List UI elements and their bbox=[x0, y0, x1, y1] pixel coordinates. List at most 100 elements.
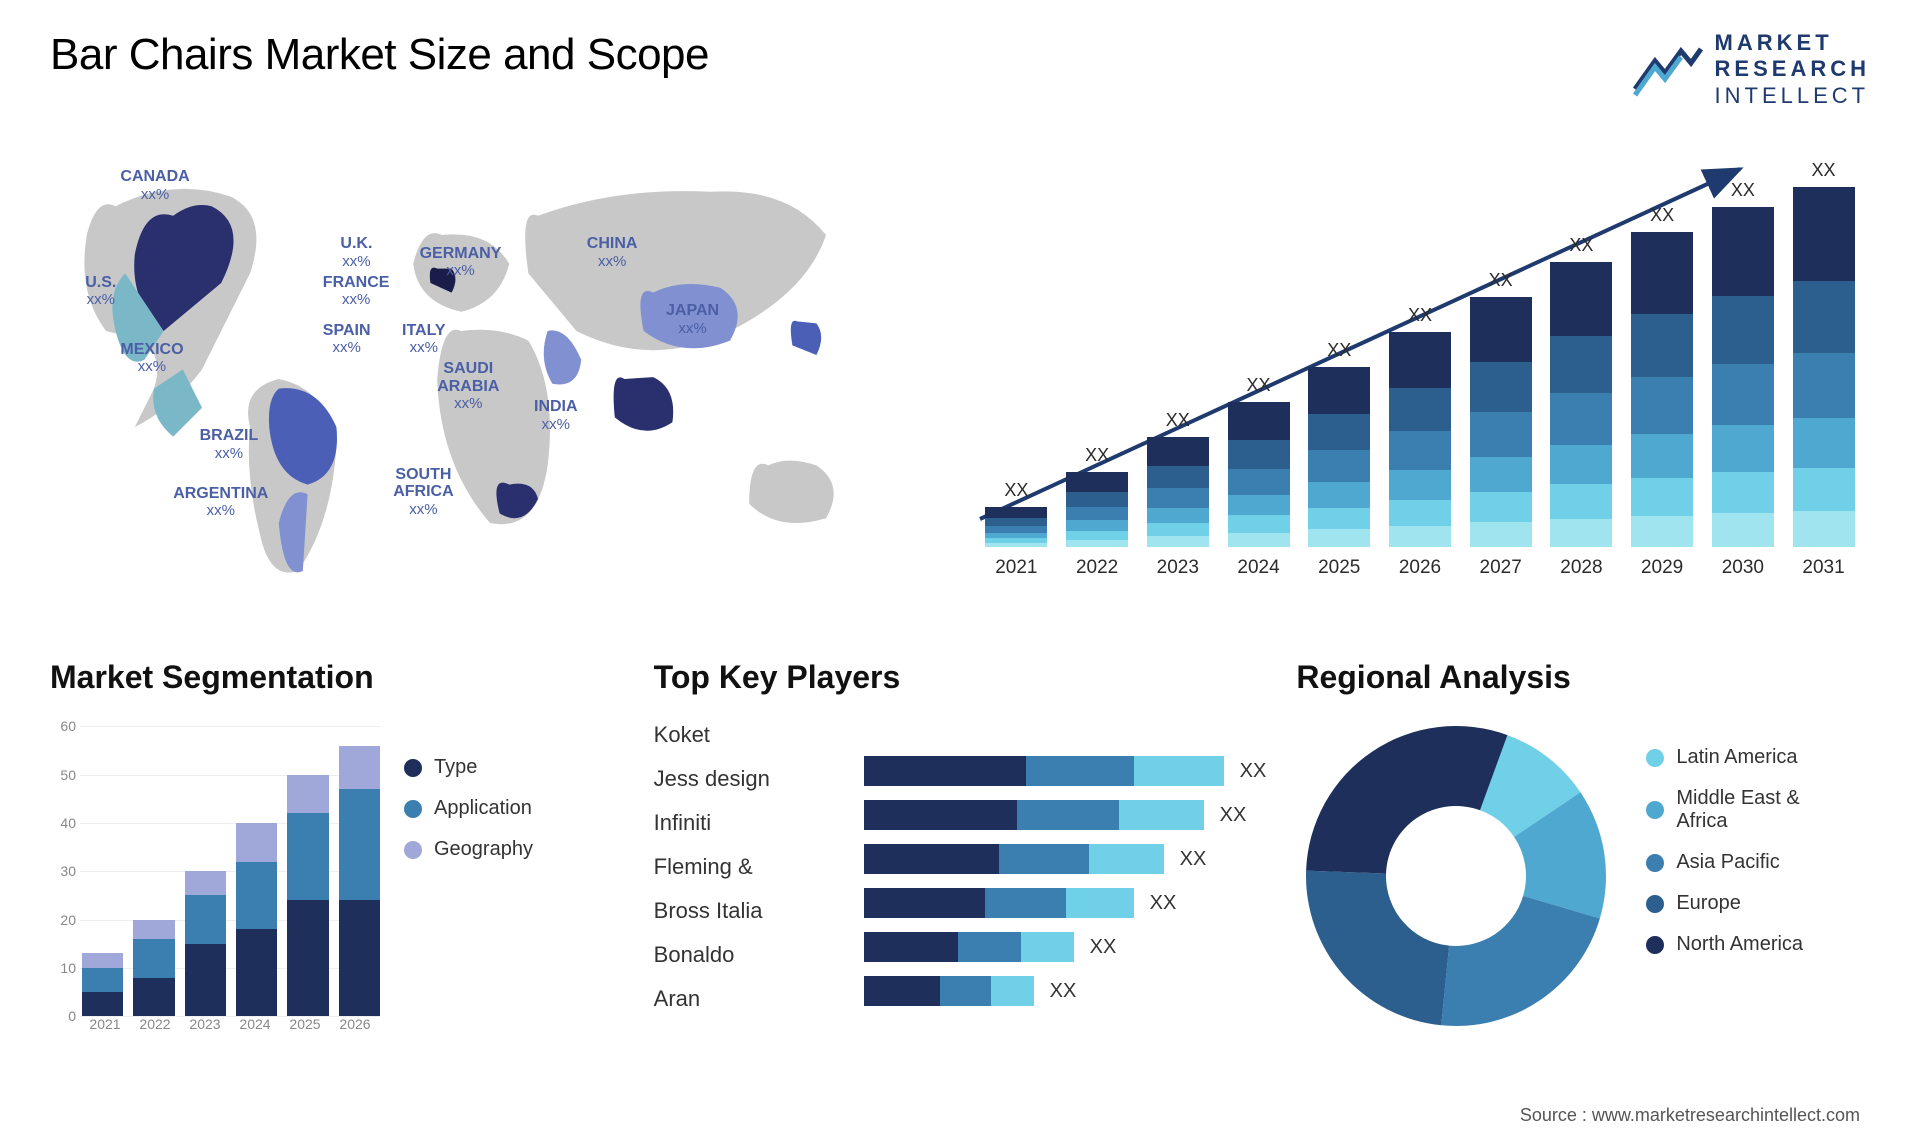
growth-bar-2029: XX2029 bbox=[1631, 205, 1693, 579]
player-value-label: XX bbox=[1090, 936, 1117, 959]
player-name: Bonaldo bbox=[654, 942, 844, 968]
map-label-japan: JAPANxx% bbox=[666, 302, 719, 337]
player-name: Koket bbox=[654, 722, 844, 748]
player-name: Jess design bbox=[654, 766, 844, 792]
map-label-u-s-: U.S.xx% bbox=[85, 274, 116, 309]
map-label-u-k-: U.K.xx% bbox=[340, 235, 372, 270]
segmentation-legend: Type Application Geography bbox=[404, 716, 533, 1046]
legend-item-type: Type bbox=[404, 756, 533, 779]
player-bar-row: XX bbox=[864, 800, 1267, 830]
logo-icon bbox=[1633, 43, 1703, 97]
source-attribution: Source : www.marketresearchintellect.com bbox=[1520, 1105, 1860, 1126]
players-list: Koket Jess design Infiniti Fleming & Bross I… bbox=[654, 716, 844, 1030]
player-value-label: XX bbox=[1240, 760, 1267, 783]
donut-slice-asia-pacific bbox=[1442, 896, 1601, 1026]
legend-item-europe: Europe bbox=[1646, 892, 1803, 915]
player-name: Bross Italia bbox=[654, 898, 844, 924]
growth-bar-2025: XX 2025 bbox=[1308, 340, 1370, 579]
legend-item-geography: Geography bbox=[404, 838, 533, 861]
player-name: Fleming & bbox=[654, 854, 844, 880]
page-title: Bar Chairs Market Size and Scope bbox=[50, 30, 709, 80]
players-panel: Top Key Players Koket Jess design Infiniti… bbox=[654, 659, 1267, 1089]
top-row: CANADAxx% U.S.xx% MEXICOxx% BRAZILxx% ARGENT… bbox=[50, 139, 1870, 619]
growth-value-label: XX bbox=[1085, 445, 1109, 466]
players-bar-chart: XXXXXXXXXXXX bbox=[864, 716, 1267, 1030]
growth-year-label: 2029 bbox=[1641, 557, 1683, 579]
growth-bar-2026: XX 2026 bbox=[1389, 305, 1451, 579]
growth-year-label: 2024 bbox=[1237, 557, 1279, 579]
logo-text: MARKET RESEARCH INTELLECT bbox=[1715, 30, 1870, 109]
player-value-label: XX bbox=[1220, 804, 1247, 827]
regional-legend: Latin America Middle East &Africa Asia Pac… bbox=[1646, 716, 1803, 974]
segmentation-panel: Market Segmentation 0102030405060 202120… bbox=[50, 659, 624, 1089]
header: Bar Chairs Market Size and Scope MARKET … bbox=[50, 30, 1870, 109]
growth-bar-2031: XX 2031 bbox=[1793, 160, 1855, 579]
brand-logo: MARKET RESEARCH INTELLECT bbox=[1633, 30, 1870, 109]
growth-year-label: 2030 bbox=[1722, 557, 1764, 579]
growth-bar-2023: XX2023 bbox=[1147, 410, 1209, 579]
growth-value-label: XX bbox=[1004, 480, 1028, 501]
bottom-row: Market Segmentation 0102030405060 202120… bbox=[50, 659, 1870, 1089]
segmentation-bar-2023 bbox=[185, 871, 226, 1016]
donut-slice-north-america bbox=[1306, 726, 1507, 873]
growth-bar-2022: XX2022 bbox=[1066, 445, 1128, 579]
player-value-label: XX bbox=[1150, 892, 1177, 915]
growth-bar-2028: XX2028 bbox=[1550, 235, 1612, 579]
growth-value-label: XX bbox=[1247, 375, 1271, 396]
player-bar-row: XX bbox=[864, 888, 1267, 918]
segmentation-chart: 0102030405060 202120222023202420252026 bbox=[50, 716, 380, 1046]
growth-value-label: XX bbox=[1489, 270, 1513, 291]
segmentation-bar-2022 bbox=[133, 920, 174, 1017]
growth-value-label: XX bbox=[1408, 305, 1432, 326]
legend-item-asia-pacific: Asia Pacific bbox=[1646, 851, 1803, 874]
segmentation-title: Market Segmentation bbox=[50, 659, 624, 696]
growth-bar-2030: XX 2030 bbox=[1712, 180, 1774, 579]
legend-item-middle-east-africa: Middle East &Africa bbox=[1646, 787, 1803, 833]
players-title: Top Key Players bbox=[654, 659, 1267, 696]
player-bar-row: XX bbox=[864, 756, 1267, 786]
donut-slice-europe bbox=[1306, 871, 1449, 1026]
map-label-mexico: MEXICOxx% bbox=[120, 341, 183, 376]
regional-panel: Regional Analysis Latin America Middle Ea… bbox=[1296, 659, 1870, 1089]
map-label-saudi-arabia: SAUDIARABIAxx% bbox=[437, 360, 499, 413]
legend-item-latin-america: Latin America bbox=[1646, 746, 1803, 769]
growth-year-label: 2025 bbox=[1318, 557, 1360, 579]
player-bar-row: XX bbox=[864, 976, 1267, 1006]
growth-year-label: 2026 bbox=[1399, 557, 1441, 579]
map-label-south-africa: SOUTHAFRICAxx% bbox=[393, 466, 453, 519]
player-bar-row: XX bbox=[864, 844, 1267, 874]
legend-item-application: Application bbox=[404, 797, 533, 820]
growth-year-label: 2027 bbox=[1480, 557, 1522, 579]
growth-value-label: XX bbox=[1327, 340, 1351, 361]
legend-item-north-america: North America bbox=[1646, 933, 1803, 956]
growth-bar-2027: XX 2027 bbox=[1470, 270, 1532, 579]
growth-year-label: 2031 bbox=[1802, 557, 1844, 579]
growth-year-label: 2023 bbox=[1157, 557, 1199, 579]
regional-title: Regional Analysis bbox=[1296, 659, 1870, 696]
map-label-france: FRANCExx% bbox=[323, 274, 390, 309]
player-name: Infiniti bbox=[654, 810, 844, 836]
growth-value-label: XX bbox=[1812, 160, 1836, 181]
growth-bar-2024: XX 2024 bbox=[1228, 375, 1290, 579]
map-label-canada: CANADAxx% bbox=[120, 168, 189, 203]
growth-value-label: XX bbox=[1569, 235, 1593, 256]
growth-value-label: XX bbox=[1731, 180, 1755, 201]
map-label-italy: ITALYxx% bbox=[402, 322, 446, 357]
map-label-spain: SPAINxx% bbox=[323, 322, 371, 357]
player-value-label: XX bbox=[1050, 980, 1077, 1003]
map-label-india: INDIAxx% bbox=[534, 398, 578, 433]
player-value-label: XX bbox=[1180, 848, 1207, 871]
growth-chart: XX2021XX2022XX2023XX2024XX2025XX2026XX20… bbox=[980, 159, 1860, 619]
growth-chart-panel: XX2021XX2022XX2023XX2024XX2025XX2026XX20… bbox=[970, 139, 1870, 619]
segmentation-bar-2026 bbox=[339, 746, 380, 1017]
player-name: Aran bbox=[654, 986, 844, 1012]
regional-donut-chart bbox=[1296, 716, 1616, 1036]
map-label-brazil: BRAZILxx% bbox=[200, 427, 259, 462]
map-label-china: CHINAxx% bbox=[587, 235, 638, 270]
segmentation-bar-2021 bbox=[82, 953, 123, 1016]
map-label-argentina: ARGENTINAxx% bbox=[173, 485, 268, 520]
segmentation-bar-2025 bbox=[287, 775, 328, 1017]
growth-year-label: 2021 bbox=[995, 557, 1037, 579]
growth-bar-2021: XX 2021 bbox=[985, 480, 1047, 579]
segmentation-bar-2024 bbox=[236, 823, 277, 1016]
